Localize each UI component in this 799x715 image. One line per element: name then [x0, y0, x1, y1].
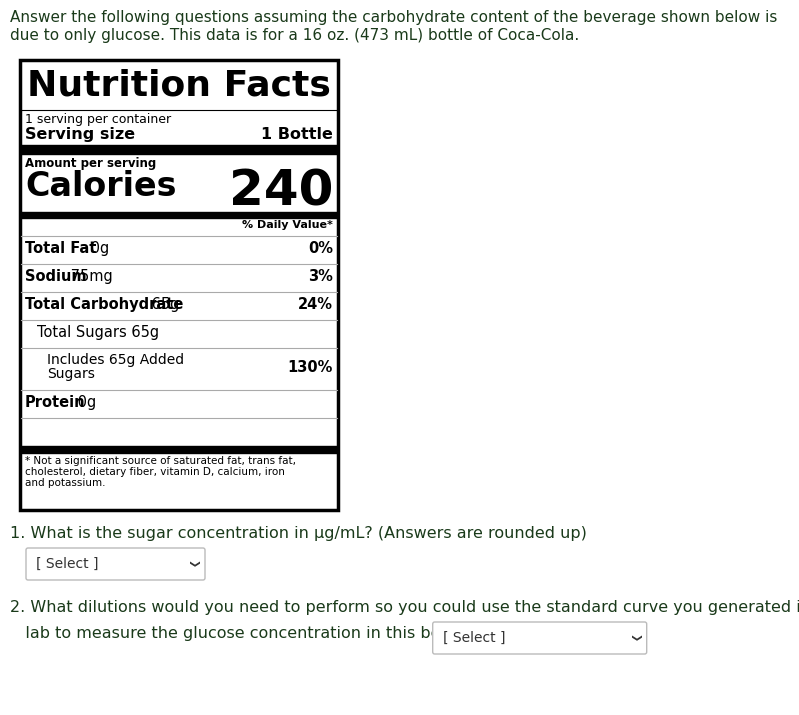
Text: 1 serving per container: 1 serving per container — [25, 113, 171, 126]
Text: [ Select ]: [ Select ] — [36, 557, 98, 571]
Text: % Daily Value*: % Daily Value* — [242, 220, 333, 230]
Text: Total Fat: Total Fat — [25, 241, 97, 256]
Text: Calories: Calories — [25, 170, 177, 203]
Text: ❯: ❯ — [188, 560, 198, 568]
Bar — [20, 212, 338, 218]
Text: Sugars: Sugars — [47, 367, 95, 381]
Text: 75mg: 75mg — [66, 269, 113, 284]
Text: * Not a significant source of saturated fat, trans fat,: * Not a significant source of saturated … — [25, 456, 296, 466]
Text: due to only glucose. This data is for a 16 oz. (473 mL) bottle of Coca-Cola.: due to only glucose. This data is for a … — [10, 28, 579, 43]
Text: 1 Bottle: 1 Bottle — [261, 127, 333, 142]
FancyBboxPatch shape — [433, 622, 646, 654]
Text: 3%: 3% — [308, 269, 333, 284]
Text: 24%: 24% — [298, 297, 333, 312]
Text: Amount per serving: Amount per serving — [25, 157, 157, 170]
Text: 65g: 65g — [147, 297, 180, 312]
FancyBboxPatch shape — [26, 548, 205, 580]
Text: 1. What is the sugar concentration in μg/mL? (Answers are rounded up): 1. What is the sugar concentration in μg… — [10, 526, 587, 541]
Bar — [20, 60, 338, 510]
Text: 0%: 0% — [308, 241, 333, 256]
Text: Total Carbohydrate: Total Carbohydrate — [25, 297, 184, 312]
Text: Total Sugars 65g: Total Sugars 65g — [37, 325, 159, 340]
Text: [ Select ]: [ Select ] — [443, 631, 505, 645]
Text: 2. What dilutions would you need to perform so you could use the standard curve : 2. What dilutions would you need to perf… — [10, 600, 799, 615]
Text: 130%: 130% — [288, 360, 333, 375]
Text: ❯: ❯ — [630, 634, 640, 642]
Text: Includes 65g Added: Includes 65g Added — [47, 353, 184, 367]
Text: Answer the following questions assuming the carbohydrate content of the beverage: Answer the following questions assuming … — [10, 10, 777, 25]
Text: and potassium.: and potassium. — [25, 478, 105, 488]
Bar — [20, 446, 338, 453]
Text: 240: 240 — [229, 168, 333, 216]
Text: Serving size: Serving size — [25, 127, 135, 142]
Text: lab to measure the glucose concentration in this beverage?: lab to measure the glucose concentration… — [10, 626, 505, 641]
Text: Nutrition Facts: Nutrition Facts — [27, 68, 331, 102]
Text: 0g: 0g — [86, 241, 109, 256]
Text: 0g: 0g — [73, 395, 96, 410]
Text: Sodium: Sodium — [25, 269, 86, 284]
Text: cholesterol, dietary fiber, vitamin D, calcium, iron: cholesterol, dietary fiber, vitamin D, c… — [25, 467, 285, 477]
Text: Protein: Protein — [25, 395, 85, 410]
Bar — [20, 145, 338, 154]
